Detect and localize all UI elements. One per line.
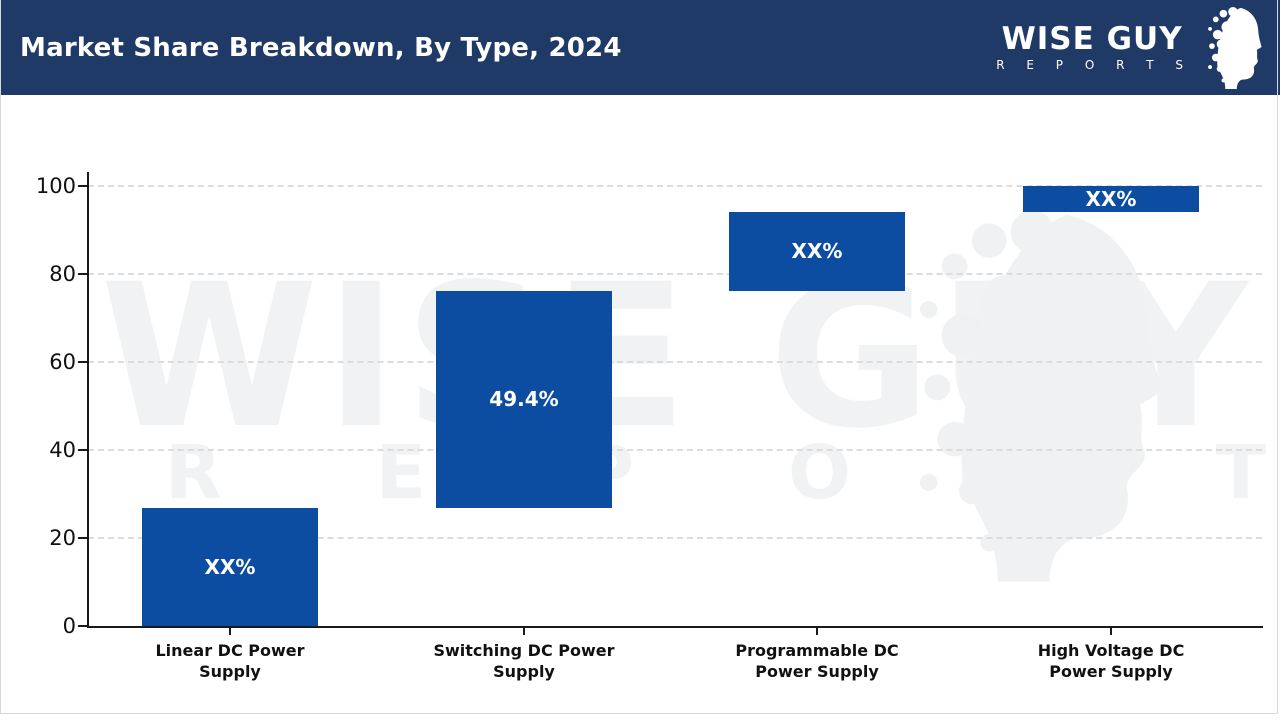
gridline [88, 449, 1262, 451]
logo-text: WISE GUY R E P O R T S [992, 23, 1192, 72]
bar-value-label: XX% [791, 239, 843, 264]
bar-value-label: XX% [204, 555, 256, 580]
bar-value-label: XX% [1085, 186, 1137, 211]
bar-value-label: 49.4% [489, 387, 559, 412]
y-axis-tick-mark [78, 449, 87, 451]
waterfall-bar: XX% [1023, 186, 1199, 212]
y-axis-tick-label: 0 [62, 614, 76, 638]
x-axis-tick-mark [1110, 628, 1112, 635]
gridline [88, 273, 1262, 275]
x-axis-tick-mark [816, 628, 818, 635]
x-axis-category-label: Linear DC Power Supply [155, 641, 305, 681]
y-axis-tick-mark [78, 185, 87, 187]
y-axis-tick-label: 80 [49, 262, 76, 286]
waterfall-bar: XX% [729, 211, 905, 291]
y-axis-tick-label: 40 [49, 438, 76, 462]
y-axis-tick-mark [78, 273, 87, 275]
y-axis-tick-mark [78, 361, 87, 363]
gridline [88, 537, 1262, 539]
y-axis-tick-label: 100 [35, 174, 76, 198]
waterfall-bar: XX% [142, 508, 318, 626]
logo-wordmark: WISE GUY [1001, 21, 1183, 57]
y-axis-tick-label: 60 [49, 350, 76, 374]
waterfall-bar: 49.4% [436, 290, 612, 509]
watermark-face-icon [920, 210, 1162, 582]
x-axis-line [87, 626, 1263, 628]
y-axis-tick-mark [78, 625, 87, 627]
x-axis-category-label: High Voltage DC Power Supply [1037, 641, 1185, 681]
x-axis-tick-mark [523, 628, 525, 635]
gridline [88, 185, 1262, 187]
gridline [88, 361, 1262, 363]
y-axis-tick-label: 20 [49, 526, 76, 550]
wise-guy-reports-logo: WISE GUY R E P O R T S [992, 0, 1268, 95]
y-axis-line [87, 172, 89, 628]
logo-subtitle: R E P O R T S [996, 58, 1192, 72]
x-axis-category-label: Switching DC Power Supply [433, 641, 615, 681]
chart-title: Market Share Breakdown, By Type, 2024 [20, 32, 622, 63]
x-axis-category-label: Programmable DC Power Supply [735, 641, 899, 681]
y-axis-tick-mark [78, 537, 87, 539]
face-profile-logo-icon [1208, 6, 1262, 89]
header-banner: Market Share Breakdown, By Type, 2024 WI… [0, 0, 1280, 95]
x-axis-tick-mark [229, 628, 231, 635]
